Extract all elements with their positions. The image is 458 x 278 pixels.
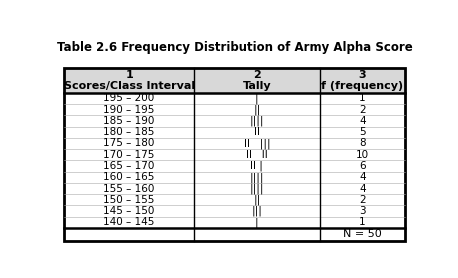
- Text: 170 – 175: 170 – 175: [104, 150, 155, 160]
- Text: ӀӀ: ӀӀ: [254, 127, 260, 137]
- Text: 5: 5: [359, 127, 366, 137]
- Text: 1: 1: [359, 217, 366, 227]
- Text: 2: 2: [253, 70, 261, 80]
- Text: ӀӀ |: ӀӀ |: [251, 161, 263, 171]
- Text: ||: ||: [253, 105, 261, 115]
- Text: 4: 4: [359, 116, 366, 126]
- Text: ||||: ||||: [250, 183, 264, 194]
- Text: |: |: [255, 217, 259, 228]
- Text: |: |: [255, 93, 259, 104]
- Text: ||||: ||||: [250, 116, 264, 126]
- Text: 175 – 180: 175 – 180: [104, 138, 155, 148]
- Text: 165 – 170: 165 – 170: [104, 161, 155, 171]
- Text: 6: 6: [359, 161, 366, 171]
- Text: 3: 3: [359, 70, 366, 80]
- Text: 3: 3: [359, 206, 366, 216]
- Text: |||: |||: [251, 206, 262, 216]
- Text: 10: 10: [356, 150, 369, 160]
- Text: ||||: ||||: [250, 172, 264, 183]
- Text: 1: 1: [359, 93, 366, 103]
- Text: Table 2.6 Frequency Distribution of Army Alpha Score: Table 2.6 Frequency Distribution of Army…: [57, 41, 413, 54]
- Text: 195 – 200: 195 – 200: [104, 93, 155, 103]
- Text: 8: 8: [359, 138, 366, 148]
- Text: f (frequency): f (frequency): [322, 81, 403, 91]
- Text: Tally: Tally: [243, 81, 271, 91]
- Text: 145 – 150: 145 – 150: [104, 206, 155, 216]
- Text: 2: 2: [359, 105, 366, 115]
- Text: 160 – 165: 160 – 165: [104, 172, 155, 182]
- Text: 2: 2: [359, 195, 366, 205]
- Text: 185 – 190: 185 – 190: [104, 116, 155, 126]
- Text: 4: 4: [359, 183, 366, 193]
- Text: 4: 4: [359, 172, 366, 182]
- Text: 140 – 145: 140 – 145: [104, 217, 155, 227]
- Text: ӀӀ   ӀӀ: ӀӀ ӀӀ: [246, 150, 268, 160]
- Text: ӀӀ   |||: ӀӀ |||: [244, 138, 270, 149]
- Text: 190 – 195: 190 – 195: [104, 105, 155, 115]
- Text: Scores/Class Interval: Scores/Class Interval: [64, 81, 195, 91]
- Text: 155 – 160: 155 – 160: [104, 183, 155, 193]
- Text: 150 – 155: 150 – 155: [104, 195, 155, 205]
- Text: ||: ||: [253, 195, 261, 205]
- Text: 180 – 185: 180 – 185: [104, 127, 155, 137]
- Text: 1: 1: [125, 70, 133, 80]
- Text: N = 50: N = 50: [343, 230, 382, 239]
